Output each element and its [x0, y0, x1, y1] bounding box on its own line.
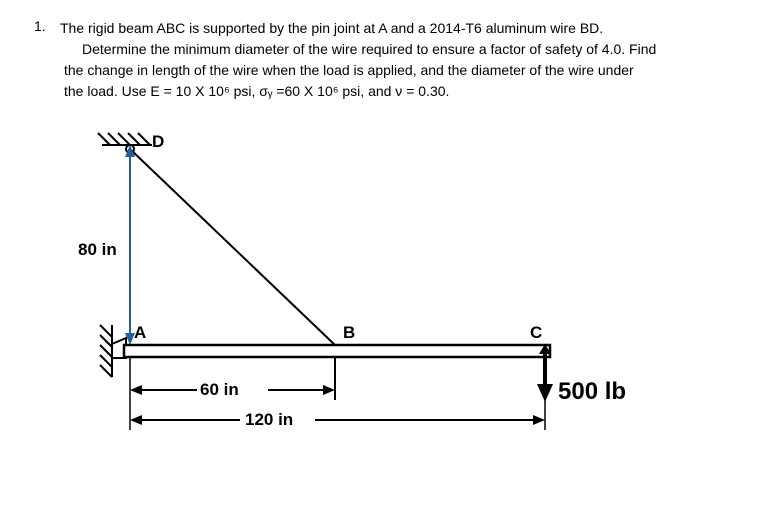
dim-label-80: 80 in — [78, 240, 117, 260]
label-b: B — [343, 323, 355, 343]
problem-line-4: the load. Use E = 10 X 10⁶ psi, σᵧ =60 X… — [64, 81, 708, 102]
dim-label-120: 120 in — [245, 410, 293, 430]
dim-vertical — [125, 145, 135, 345]
label-a: A — [134, 323, 146, 343]
label-d: D — [152, 132, 164, 152]
problem-statement: The rigid beam ABC is supported by the p… — [60, 18, 708, 102]
label-c: C — [530, 323, 542, 343]
beam-diagram: D A B C 80 in 60 in 120 in 500 lb — [80, 130, 680, 490]
diagram-svg — [80, 130, 680, 490]
support-hatch-d — [98, 133, 152, 145]
problem-line-1: The rigid beam ABC is supported by the p… — [60, 18, 708, 39]
beam-abc — [124, 345, 550, 357]
load-label: 500 lb — [558, 378, 626, 406]
support-hatch-a — [100, 325, 112, 377]
dim-120 — [130, 415, 545, 425]
wire-bd — [130, 149, 335, 345]
dim-label-60: 60 in — [200, 380, 239, 400]
problem-line-3: the change in length of the wire when th… — [64, 60, 708, 81]
problem-line-2: Determine the minimum diameter of the wi… — [82, 39, 708, 60]
problem-number: 1. — [34, 18, 46, 34]
